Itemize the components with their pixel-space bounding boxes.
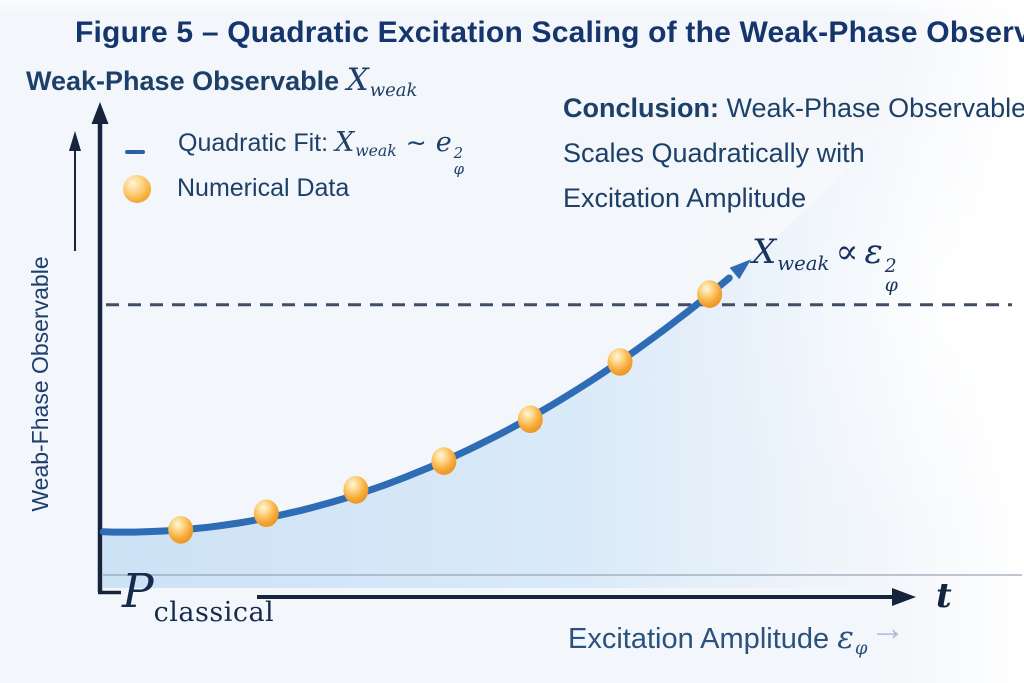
data-point	[431, 447, 457, 475]
data-point	[253, 499, 279, 527]
data-points	[168, 280, 723, 544]
curve-arrowhead-icon	[729, 259, 752, 280]
y-axis-arrowhead-icon	[91, 102, 109, 124]
data-point	[343, 476, 369, 504]
data-point	[607, 348, 633, 376]
data-point	[517, 405, 543, 434]
curve-area-fill	[103, 42, 964, 588]
data-point	[697, 280, 723, 308]
x-axis	[257, 588, 916, 606]
x-axis-arrowhead-icon	[892, 588, 916, 606]
data-point	[168, 516, 194, 544]
secondary-up-arrow-icon	[69, 131, 81, 251]
y-axis	[91, 102, 121, 595]
